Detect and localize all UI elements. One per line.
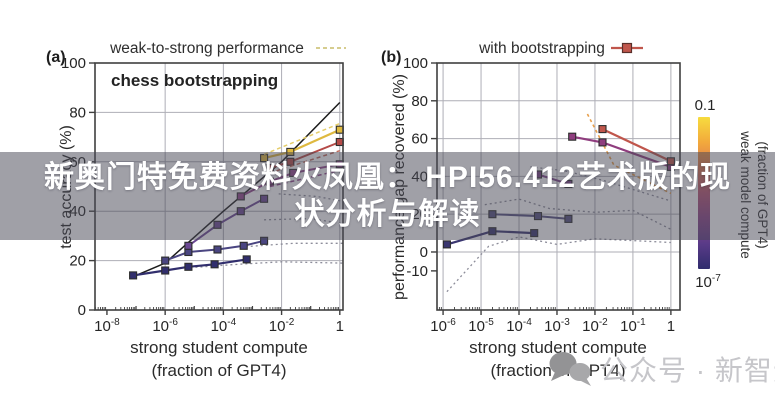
x-axis-label-line2: (fraction of GPT4) bbox=[151, 361, 286, 380]
panel-label-b: (b) bbox=[381, 49, 401, 66]
watermark: 公众号 · 新智元 bbox=[548, 349, 775, 389]
watermark-text: 公众号 · 新智元 bbox=[600, 355, 775, 386]
marker-gap-purple bbox=[568, 132, 577, 141]
y-tick-label: 100 bbox=[403, 55, 428, 72]
tick-label: 10-2 bbox=[269, 317, 295, 335]
tick-label: 10-1 bbox=[620, 317, 646, 335]
tick-label: 10-8 bbox=[94, 317, 120, 335]
marker-gap-navy bbox=[442, 240, 451, 249]
y-tick-label: 20 bbox=[69, 253, 86, 270]
tick-label: 1 bbox=[667, 318, 675, 335]
series-bootstrap-orange-dashed bbox=[586, 113, 672, 195]
series-gap-dotted-low bbox=[446, 236, 671, 293]
tick-label: 10-3 bbox=[544, 317, 570, 335]
panel-title: chess bootstrapping bbox=[111, 71, 278, 90]
series-weak-compute-yellow-dashed bbox=[263, 122, 341, 156]
marker-weak-compute-navy bbox=[184, 262, 193, 271]
marker-weak-compute-navy bbox=[129, 271, 138, 280]
y-tick-label: -10 bbox=[406, 263, 428, 280]
panel-label-a: (a) bbox=[46, 49, 66, 66]
tick-label: 10-4 bbox=[506, 317, 532, 335]
overlay-banner-line1: 新奥门特免费资料火凤凰： HPI56.412艺术版的现 bbox=[43, 161, 732, 194]
y-tick-label: 80 bbox=[69, 104, 86, 121]
x-axis-label-line1: strong student compute bbox=[130, 338, 308, 357]
x-axis-label-line1: strong student compute bbox=[469, 338, 647, 357]
marker-weak-compute-navy bbox=[242, 255, 251, 264]
tick-label: 10-4 bbox=[211, 317, 237, 335]
y-tick-label: 100 bbox=[61, 55, 86, 72]
tick-label: 10-6 bbox=[152, 317, 178, 335]
tick-label: 10-5 bbox=[468, 317, 494, 335]
tick-label: 1 bbox=[336, 318, 344, 335]
marker-with-bootstrapping-red bbox=[598, 125, 607, 134]
marker-gap-purple bbox=[598, 138, 607, 147]
overlay-banner: 新奥门特免费资料火凤凰： HPI56.412艺术版的现 状分析与解读 bbox=[0, 152, 775, 240]
marker-weak-compute-slate bbox=[239, 241, 248, 250]
colorbar-bottom-label: 10-7 bbox=[695, 273, 721, 291]
legend-square-marker bbox=[621, 42, 633, 54]
y-tick-label: 60 bbox=[411, 131, 428, 148]
tick-label: 10-2 bbox=[582, 317, 608, 335]
marker-weak-compute-navy bbox=[161, 266, 170, 275]
marker-weak-compute-navy bbox=[210, 260, 219, 269]
marker-weak-compute-slate bbox=[161, 256, 170, 265]
series-weak-perf-dotted-2 bbox=[240, 242, 343, 248]
y-tick-label: 0 bbox=[420, 244, 428, 261]
marker-weak-compute-slate bbox=[213, 245, 222, 254]
marker-weak-compute-purple bbox=[184, 241, 193, 250]
y-tick-label: 80 bbox=[411, 93, 428, 110]
legend-label: weak-to-strong performance bbox=[109, 40, 304, 57]
tick-label: 10-6 bbox=[430, 317, 456, 335]
colorbar-top-label: 0.1 bbox=[695, 97, 716, 114]
y-tick-label: 0 bbox=[78, 302, 86, 319]
wechat-chat-icon bbox=[549, 352, 591, 386]
overlay-banner-line2: 状分析与解读 bbox=[294, 198, 481, 231]
legend-label: with bootstrapping bbox=[478, 40, 605, 57]
